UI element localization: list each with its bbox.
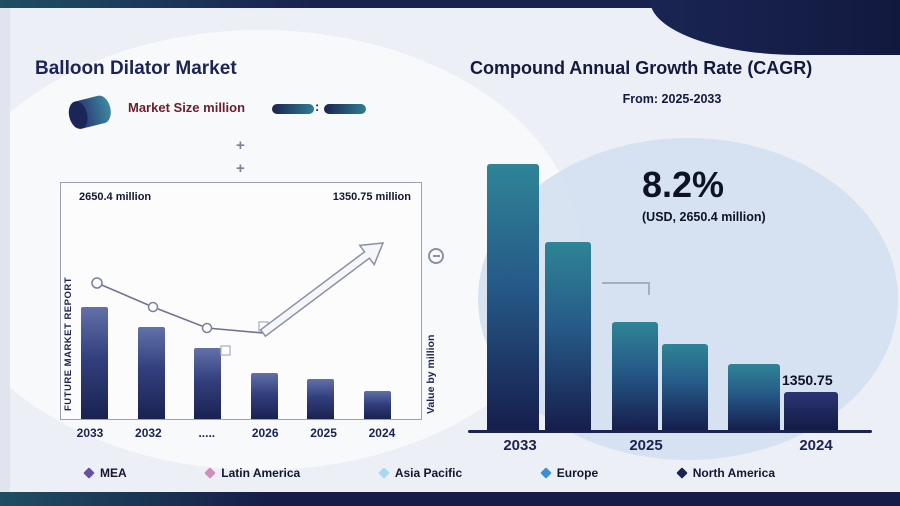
- legend: MEA Latin America Asia Pacific Europe North …: [83, 466, 775, 480]
- chart-top-left-value: 2650.4 million: [79, 191, 152, 203]
- x-axis-line: [468, 430, 872, 433]
- bottom-bar: [0, 492, 900, 506]
- right-title: Compound Annual Growth Rate (CAGR): [470, 58, 813, 78]
- legend-marker-icon: [676, 467, 688, 479]
- market-size-icon: [62, 92, 120, 139]
- year-label: 2032: [135, 426, 162, 440]
- legend-label: MEA: [100, 466, 127, 480]
- legend-item: MEA: [83, 466, 127, 480]
- pill-decor: [272, 104, 314, 114]
- cagr-bar: [487, 164, 539, 430]
- legend-label: Asia Pacific: [394, 466, 463, 480]
- cagr-bar: [662, 344, 708, 430]
- year-label: .....: [198, 426, 216, 440]
- legend-label: Latin America: [221, 466, 301, 480]
- market-bar: [307, 379, 335, 419]
- cagr-year-label: 2024: [799, 437, 833, 454]
- market-x-axis: 2033 2032 ..... 2026 2025 2024: [60, 426, 422, 440]
- cagr-bar: [545, 242, 591, 430]
- cagr-bar: [728, 364, 780, 430]
- legend-item: Latin America: [204, 466, 301, 480]
- legend-item: Asia Pacific: [378, 466, 463, 480]
- market-bar: [250, 373, 278, 419]
- legend-marker-icon: [83, 467, 95, 479]
- chart-top-right-value: 1350.75 million: [332, 191, 411, 203]
- corner-shape: [650, 0, 900, 55]
- pill-decor: [324, 104, 366, 114]
- year-label: 2026: [251, 426, 279, 440]
- year-label: 2025: [310, 426, 337, 440]
- value-callout: 1350.75: [782, 372, 833, 388]
- legend-marker-icon: [204, 467, 216, 479]
- market-bar: [194, 348, 222, 419]
- plus-icon: +: [236, 137, 245, 154]
- cagr-basis: (USD, 2650.4 million): [642, 210, 766, 224]
- market-size-label: Market Size million: [128, 100, 246, 115]
- legend-marker-icon: [378, 467, 390, 479]
- left-title: Balloon Dilator Market: [35, 58, 237, 79]
- market-bar: [363, 391, 391, 419]
- step-bracket-decor: [602, 282, 650, 295]
- legend-marker-icon: [540, 467, 552, 479]
- cagr-year-label: 2025: [629, 437, 663, 454]
- plus-icon: +: [236, 160, 245, 177]
- year-label: 2033: [76, 426, 104, 440]
- market-bar-group: [61, 209, 421, 419]
- year-label: 2024: [368, 426, 396, 440]
- legend-item: Europe: [540, 466, 599, 480]
- pill-separator: :: [315, 99, 320, 114]
- cagr-year-label: 2033: [503, 437, 537, 454]
- market-bar: [137, 327, 165, 419]
- top-bar: [0, 0, 900, 8]
- market-chart-frame: 2650.4 million 1350.75 million FUTURE MA…: [60, 182, 422, 420]
- right-subtitle: From: 2025-2033: [622, 92, 722, 106]
- cagr-bar: [612, 322, 658, 430]
- cagr-bar: [784, 392, 838, 430]
- legend-label: Europe: [556, 466, 599, 480]
- left-edge-band: [0, 0, 10, 506]
- minus-circle-icon: [428, 248, 444, 264]
- value-axis-label: Value by million: [425, 334, 437, 414]
- market-bar: [81, 307, 108, 419]
- cagr-value: 8.2%: [642, 164, 725, 205]
- legend-item: North America: [676, 466, 775, 480]
- legend-label: North America: [692, 466, 775, 480]
